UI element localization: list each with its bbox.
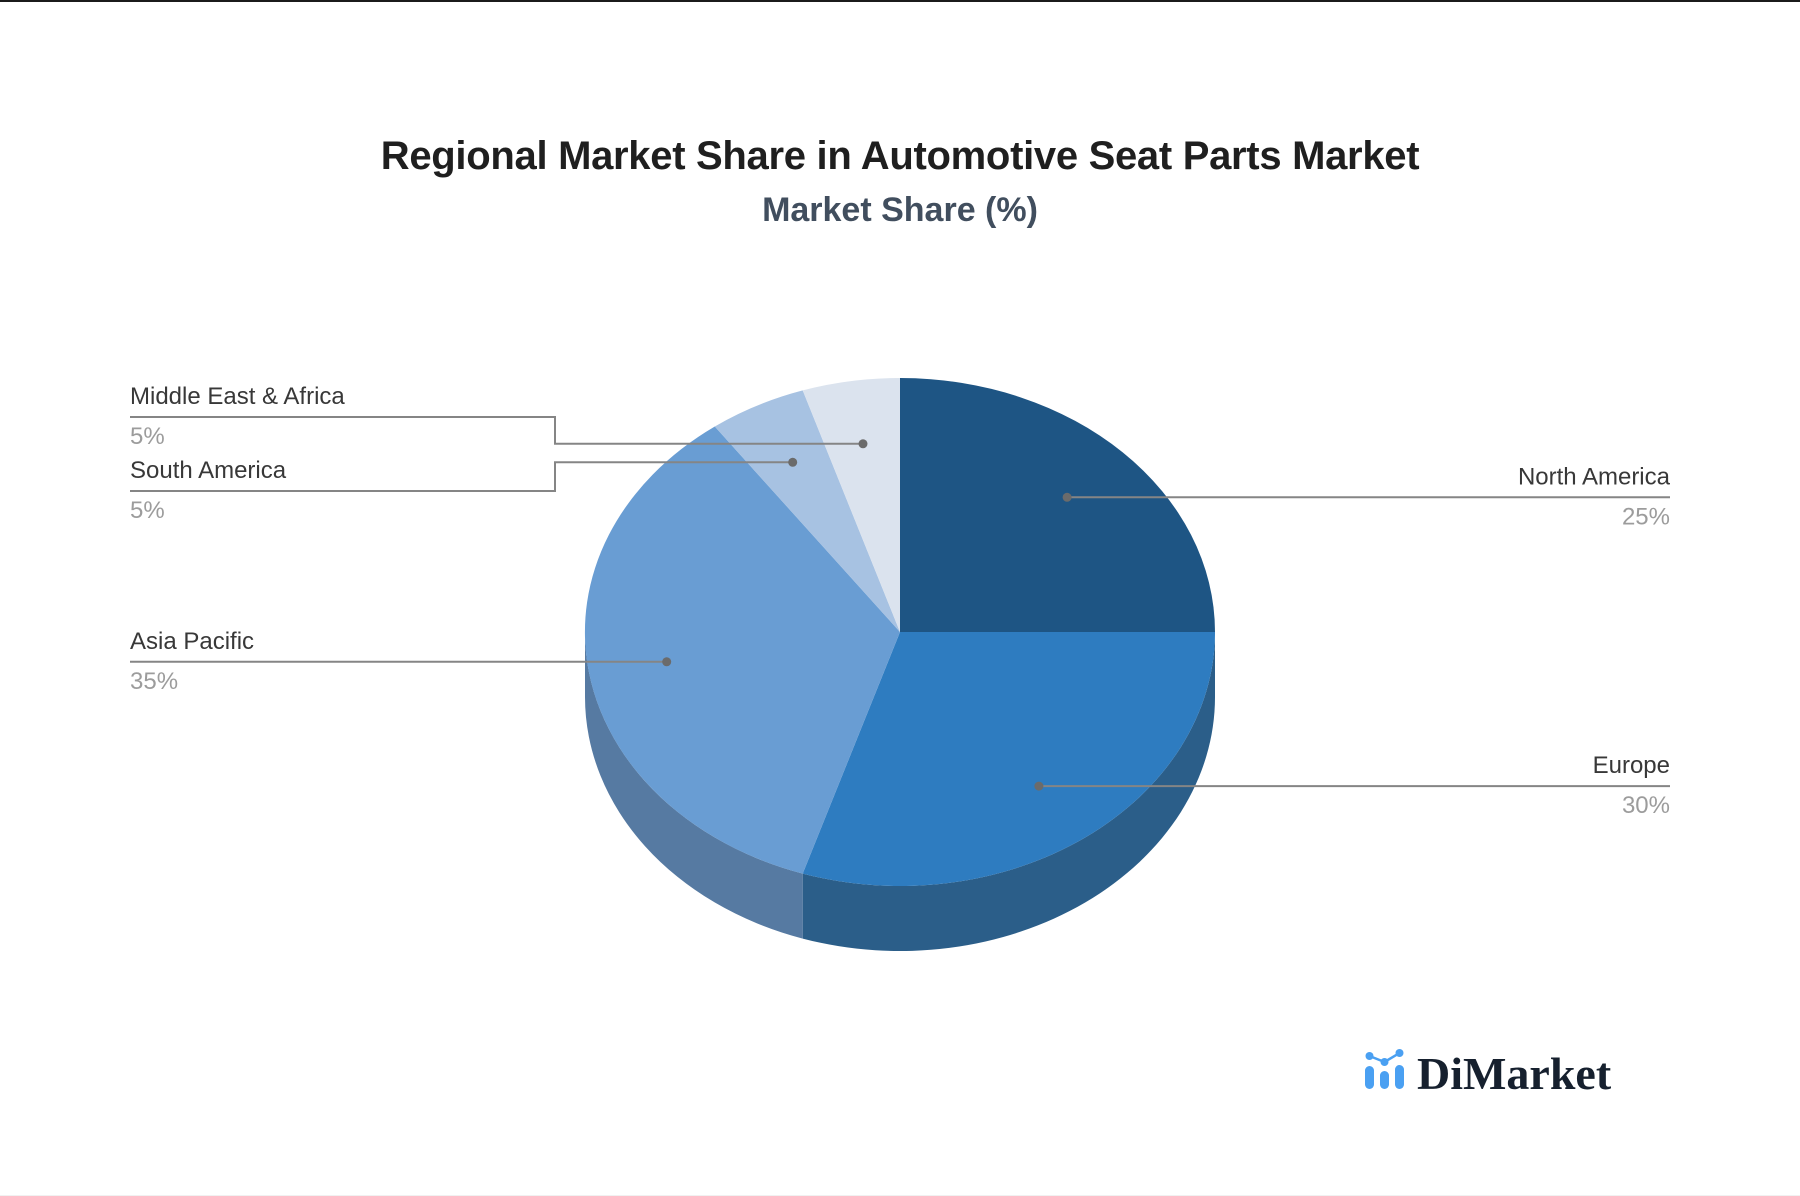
chart-subtitle: Market Share (%) xyxy=(762,191,1038,229)
pie-slice-europe[interactable] xyxy=(802,632,1215,887)
connector-dot-middle-east-africa xyxy=(858,439,868,449)
chart-title: Regional Market Share in Automotive Seat… xyxy=(380,134,1420,178)
connector-dot-europe xyxy=(1034,781,1044,791)
logo-bar xyxy=(1365,1066,1374,1089)
logo-dot xyxy=(1395,1049,1404,1057)
logo-bar xyxy=(1395,1065,1404,1089)
slice-pct-europe: 30% xyxy=(1622,792,1670,819)
slice-label-north-america: North America xyxy=(1518,463,1671,490)
screenshot-top-edge xyxy=(0,0,1800,2)
connector-dot-asia-pacific xyxy=(662,657,672,667)
pie-rim-europe xyxy=(802,632,1215,952)
pie-slice-middle-east-africa[interactable] xyxy=(802,378,900,632)
connector-south-america xyxy=(130,461,793,492)
logo-dot xyxy=(1380,1058,1389,1066)
slice-label-asia-pacific: Asia Pacific xyxy=(130,628,254,655)
slice-label-south-america: South America xyxy=(130,457,287,484)
slice-pct-middle-east-africa: 5% xyxy=(130,423,165,450)
logo-bar xyxy=(1380,1071,1389,1089)
connector-dot-south-america xyxy=(788,457,798,467)
slice-pct-north-america: 25% xyxy=(1622,503,1670,530)
slice-label-middle-east-africa: Middle East & Africa xyxy=(130,383,345,410)
brand-logo: DiMarket xyxy=(1363,1049,1611,1097)
connector-middle-east-africa xyxy=(130,416,863,445)
pie-rim-asia-pacific xyxy=(585,632,803,939)
slice-label-europe: Europe xyxy=(1593,752,1670,779)
slice-pct-south-america: 5% xyxy=(130,497,165,524)
bar-chart-icon xyxy=(1365,1049,1404,1089)
brand-logo-text: DiMarket xyxy=(1417,1048,1612,1099)
logo-dot xyxy=(1365,1052,1374,1060)
connector-dot-north-america xyxy=(1062,492,1072,502)
pie-slice-asia-pacific[interactable] xyxy=(584,426,900,874)
pie-slice-north-america[interactable] xyxy=(900,378,1215,632)
pie-slice-south-america[interactable] xyxy=(714,390,900,632)
slice-pct-asia-pacific: 35% xyxy=(130,668,178,695)
